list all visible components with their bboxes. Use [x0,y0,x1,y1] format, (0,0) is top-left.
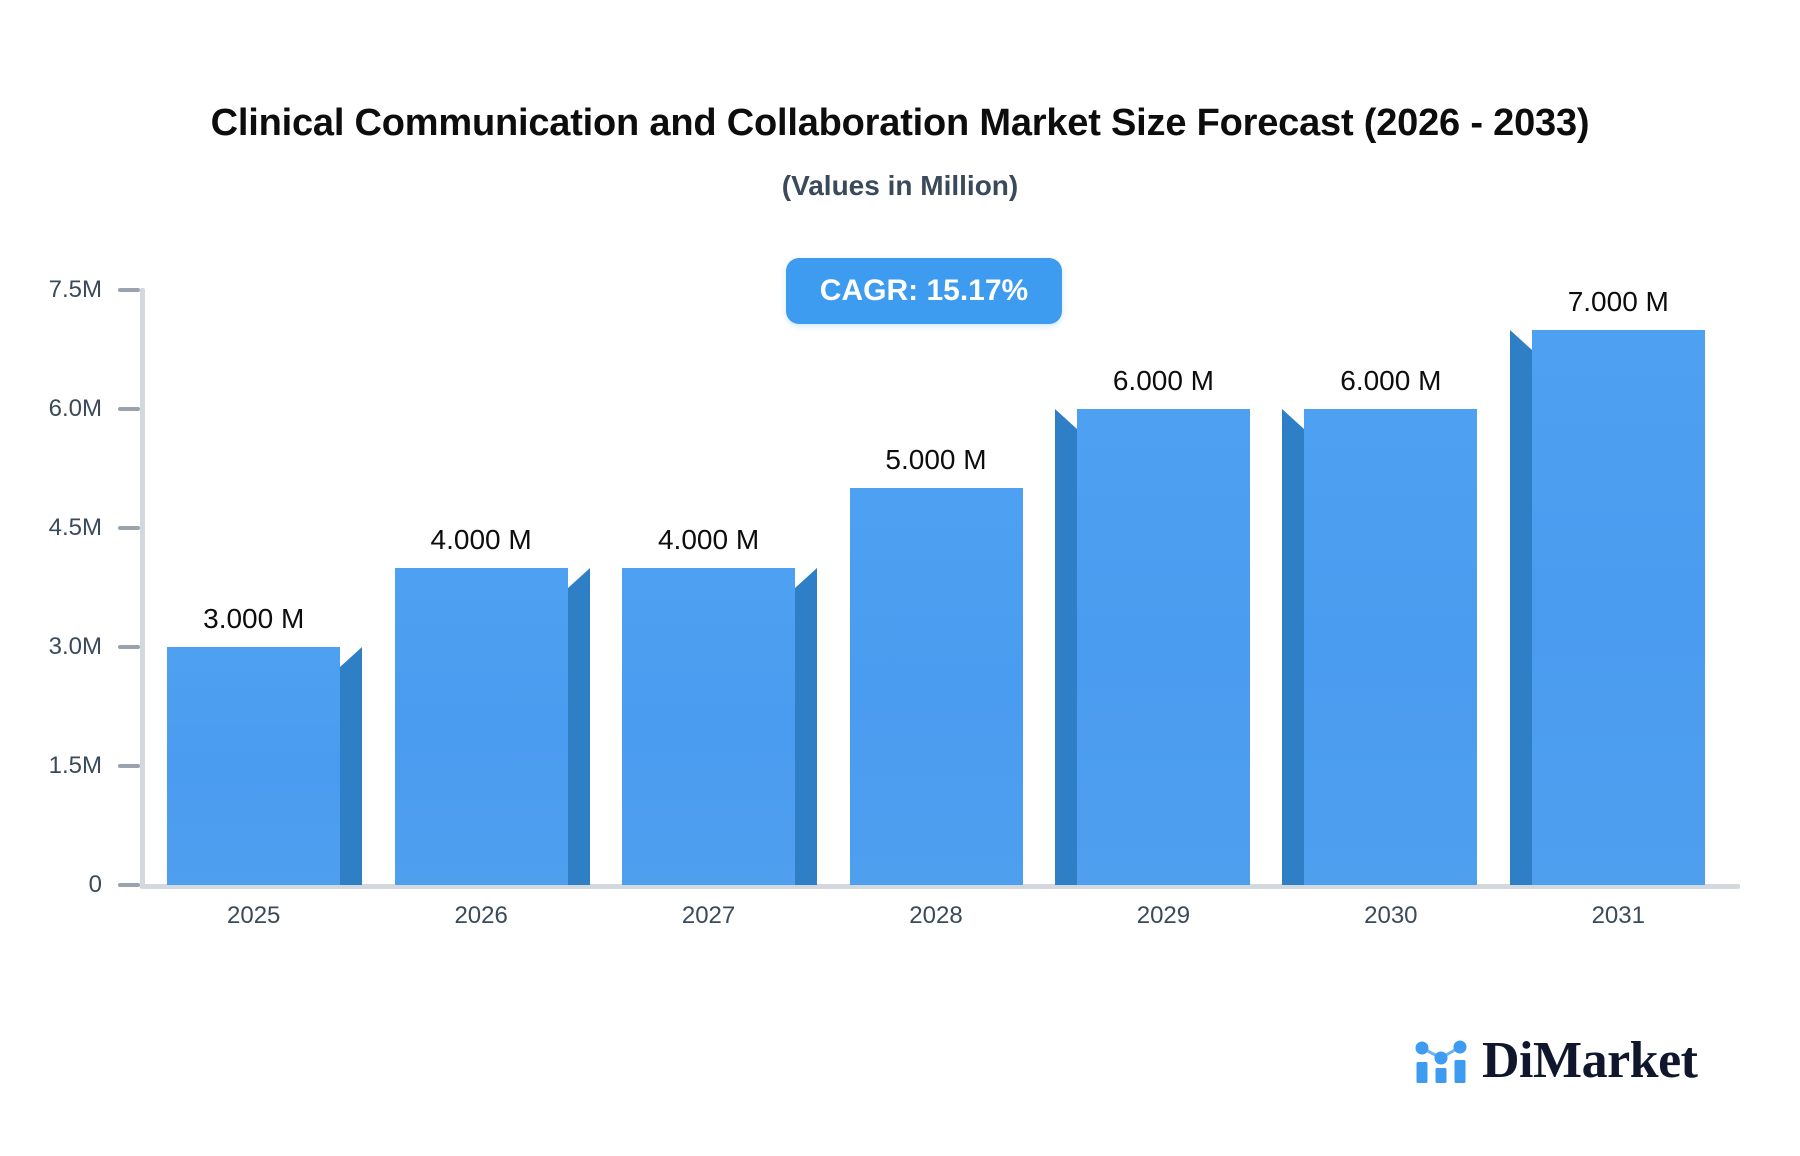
y-axis-tick-mark [118,883,140,887]
y-axis-tick-mark [118,764,140,768]
bar[interactable]: 6.000 M [1054,365,1250,885]
bar-3d-bevel [567,567,590,588]
bar[interactable]: 6.000 M [1282,365,1478,885]
y-axis-tick-label: 0 [88,871,102,898]
bar-face [1076,409,1250,885]
brand-name: DiMarket [1482,1032,1698,1089]
chart-subtitle: (Values in Million) [781,170,1019,201]
y-axis-tick: 4.5M [0,514,140,542]
bar-3d-bevel [1282,409,1305,429]
y-axis-tick-label: 6.0M [48,395,102,422]
y-axis-tick-label: 1.5M [48,752,102,779]
bar-3d-side [567,587,590,885]
bar-3d-bevel [340,647,363,667]
bar[interactable]: 7.000 M [1509,286,1705,885]
bar[interactable]: 4.000 M [394,524,590,885]
bar-3d-side [1054,429,1077,885]
bar-3d-bevel [1054,409,1077,429]
bar-3d-side [1282,429,1305,885]
y-axis-tick: 6.0M [0,395,140,423]
y-axis-tick-label: 7.5M [48,276,102,303]
y-axis-tick-mark [118,407,140,411]
bar-3d-side [340,667,363,885]
bar-value-label: 4.000 M [657,523,760,555]
x-axis-tick-label: 2028 [909,902,963,929]
bar-chart-dots-icon [1415,1040,1467,1083]
x-axis-tick-label: 2025 [227,902,281,929]
y-axis-tick-mark [118,645,140,649]
y-axis-tick: 0 [0,871,140,899]
bar-face [1531,329,1705,885]
bar-face [167,647,341,885]
bar-face [394,567,568,885]
x-axis-tick-label: 2031 [1591,902,1645,929]
y-axis-tick-mark [118,288,140,292]
x-axis-line [140,884,1740,889]
plot-area: 0 1.5M 3.0M 4.5M 6.0M 7.5M 3.000 M 4.000 M 4.00… [49,276,1740,929]
brand-logo: DiMarket [1414,1032,1698,1089]
bar-3d-bevel [795,567,818,588]
y-axis-tick-label: 3.0M [48,633,102,660]
bar-value-label: 4.000 M [430,523,532,555]
y-axis-tick-mark [118,526,140,530]
cagr-badge: CAGR: 15.17% [786,258,1062,324]
bar-3d-bevel [1509,329,1532,350]
bar-face [622,567,796,885]
bar[interactable]: 4.000 M [622,524,818,885]
x-axis-tick-label: 2029 [1136,902,1191,929]
bar[interactable]: 3.000 M [167,603,363,885]
x-axis-tick-label: 2026 [454,902,508,929]
bar-value-label: 5.000 M [885,444,987,476]
y-axis-tick: 1.5M [0,752,140,780]
bar-face [1304,409,1478,885]
bar-value-label: 6.000 M [1340,365,1442,396]
y-axis-tick-label: 4.5M [48,514,102,541]
chart-title: Clinical Communication and Collaboration… [210,102,1590,144]
bar[interactable]: 5.000 M [849,444,1023,885]
y-axis-tick: 7.5M [0,276,140,304]
bar-value-label: 3.000 M [203,603,305,634]
x-axis-tick-label: 2027 [681,902,736,929]
bar-value-label: 6.000 M [1112,365,1215,396]
bar-3d-side [795,587,818,885]
bar-3d-side [1509,349,1532,885]
bar-series: 3.000 M 4.000 M 4.000 M 5.000 M 6.000 M 6.000… [140,286,1732,885]
y-axis-line [140,288,145,885]
bar-face [849,488,1023,885]
x-axis-tick-label: 2030 [1364,902,1418,929]
bar-value-label: 7.000 M [1567,285,1669,317]
y-axis-tick: 3.0M [0,633,140,661]
